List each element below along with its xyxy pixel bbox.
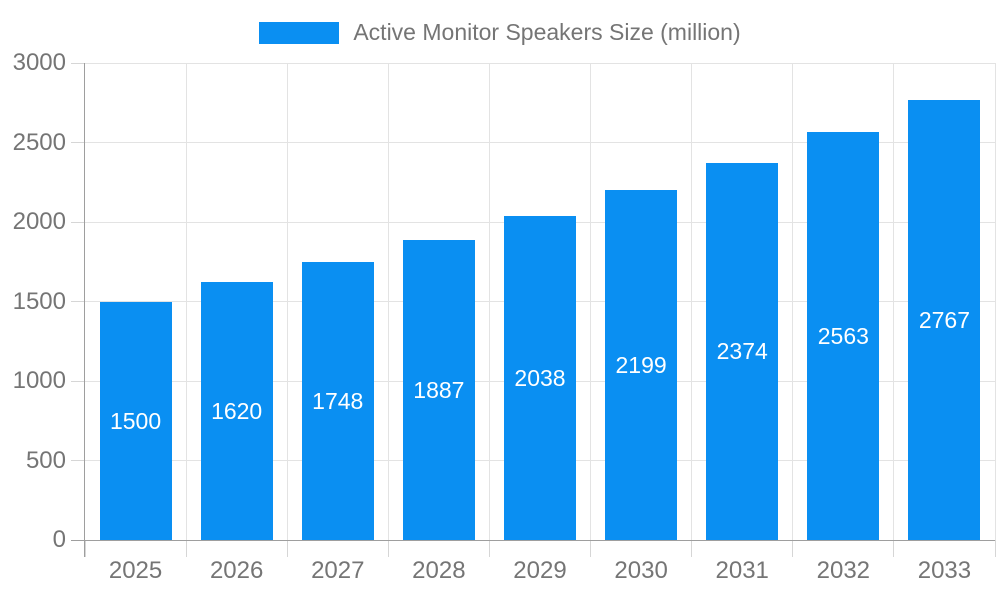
bar-2032[interactable] — [807, 132, 880, 540]
x-axis-line — [71, 540, 995, 541]
y-axis-tick-label: 2000 — [12, 208, 66, 235]
gridline-x — [286, 63, 288, 540]
x-axis-tick — [387, 540, 389, 557]
x-axis-tick-label: 2028 — [412, 557, 466, 584]
bar-value-label: 2767 — [918, 307, 971, 334]
gridline-x — [893, 63, 895, 540]
y-axis-tick — [71, 62, 85, 64]
x-axis-tick-label: 2030 — [614, 557, 668, 584]
x-axis-tick-label: 2026 — [209, 557, 264, 584]
gridline-x — [792, 63, 794, 540]
gridline-x — [488, 63, 490, 540]
gridline-x — [590, 63, 592, 540]
y-axis-tick — [71, 142, 85, 143]
bar-value-label: 2199 — [615, 352, 667, 379]
bar-value-label: 1500 — [109, 407, 162, 434]
x-axis-tick-label: 2031 — [715, 557, 769, 584]
bar-2027[interactable] — [301, 262, 374, 540]
y-axis-tick-label: 1500 — [12, 287, 66, 315]
bar-value-label: 2038 — [514, 364, 566, 391]
x-axis-tick-label: 2032 — [816, 557, 871, 584]
x-axis-tick-label: 2029 — [513, 557, 567, 584]
gridline-x — [691, 63, 693, 540]
x-axis-tick — [488, 540, 490, 557]
legend-label: Active Monitor Speakers Size (million) — [353, 19, 741, 45]
bar-2029[interactable] — [504, 215, 576, 540]
x-axis-tick — [84, 540, 86, 557]
y-axis-tick — [71, 460, 85, 461]
y-axis-tick-label: 500 — [25, 446, 66, 474]
bar-2033[interactable] — [908, 100, 981, 540]
x-axis-tick — [691, 540, 693, 557]
x-axis-tick — [185, 540, 187, 557]
x-axis-tick — [994, 540, 996, 557]
bar-2025[interactable] — [99, 301, 172, 540]
gridline-y — [85, 142, 995, 143]
bar-value-label: 1748 — [312, 388, 364, 415]
bar-2028[interactable] — [402, 239, 475, 540]
bar-2026[interactable] — [200, 282, 273, 540]
gridline-x — [185, 63, 187, 540]
y-axis-tick — [71, 221, 85, 223]
legend-item[interactable]: Active Monitor Speakers Size (million) — [259, 19, 741, 46]
bar-value-label: 2563 — [817, 323, 869, 350]
y-axis-tick-label: 0 — [52, 526, 66, 553]
x-axis-tick-label: 2025 — [108, 557, 163, 584]
y-axis-line — [84, 63, 85, 557]
y-axis-tick-label: 1000 — [12, 367, 66, 394]
x-axis-tick — [792, 540, 794, 557]
bar-2030[interactable] — [605, 190, 678, 540]
bar-value-label: 1620 — [211, 398, 263, 425]
gridline-y — [85, 62, 995, 64]
bar-2031[interactable] — [706, 162, 779, 540]
bar-value-label: 1887 — [413, 376, 465, 403]
x-axis-tick-label: 2027 — [311, 557, 365, 584]
x-axis-tick — [590, 540, 592, 557]
gridline-x — [994, 63, 996, 540]
x-axis-tick-label: 2033 — [917, 557, 972, 584]
y-axis-tick — [71, 301, 85, 302]
chart-legend: Active Monitor Speakers Size (million) — [0, 19, 1000, 46]
x-axis-tick — [893, 540, 895, 557]
y-axis-tick — [71, 380, 85, 382]
bar-value-label: 2374 — [716, 338, 768, 365]
y-axis-tick-label: 3000 — [12, 49, 66, 76]
y-axis-tick-label: 2500 — [12, 128, 66, 156]
gridline-x — [387, 63, 389, 540]
legend-swatch — [259, 21, 340, 44]
x-axis-tick — [286, 540, 288, 557]
